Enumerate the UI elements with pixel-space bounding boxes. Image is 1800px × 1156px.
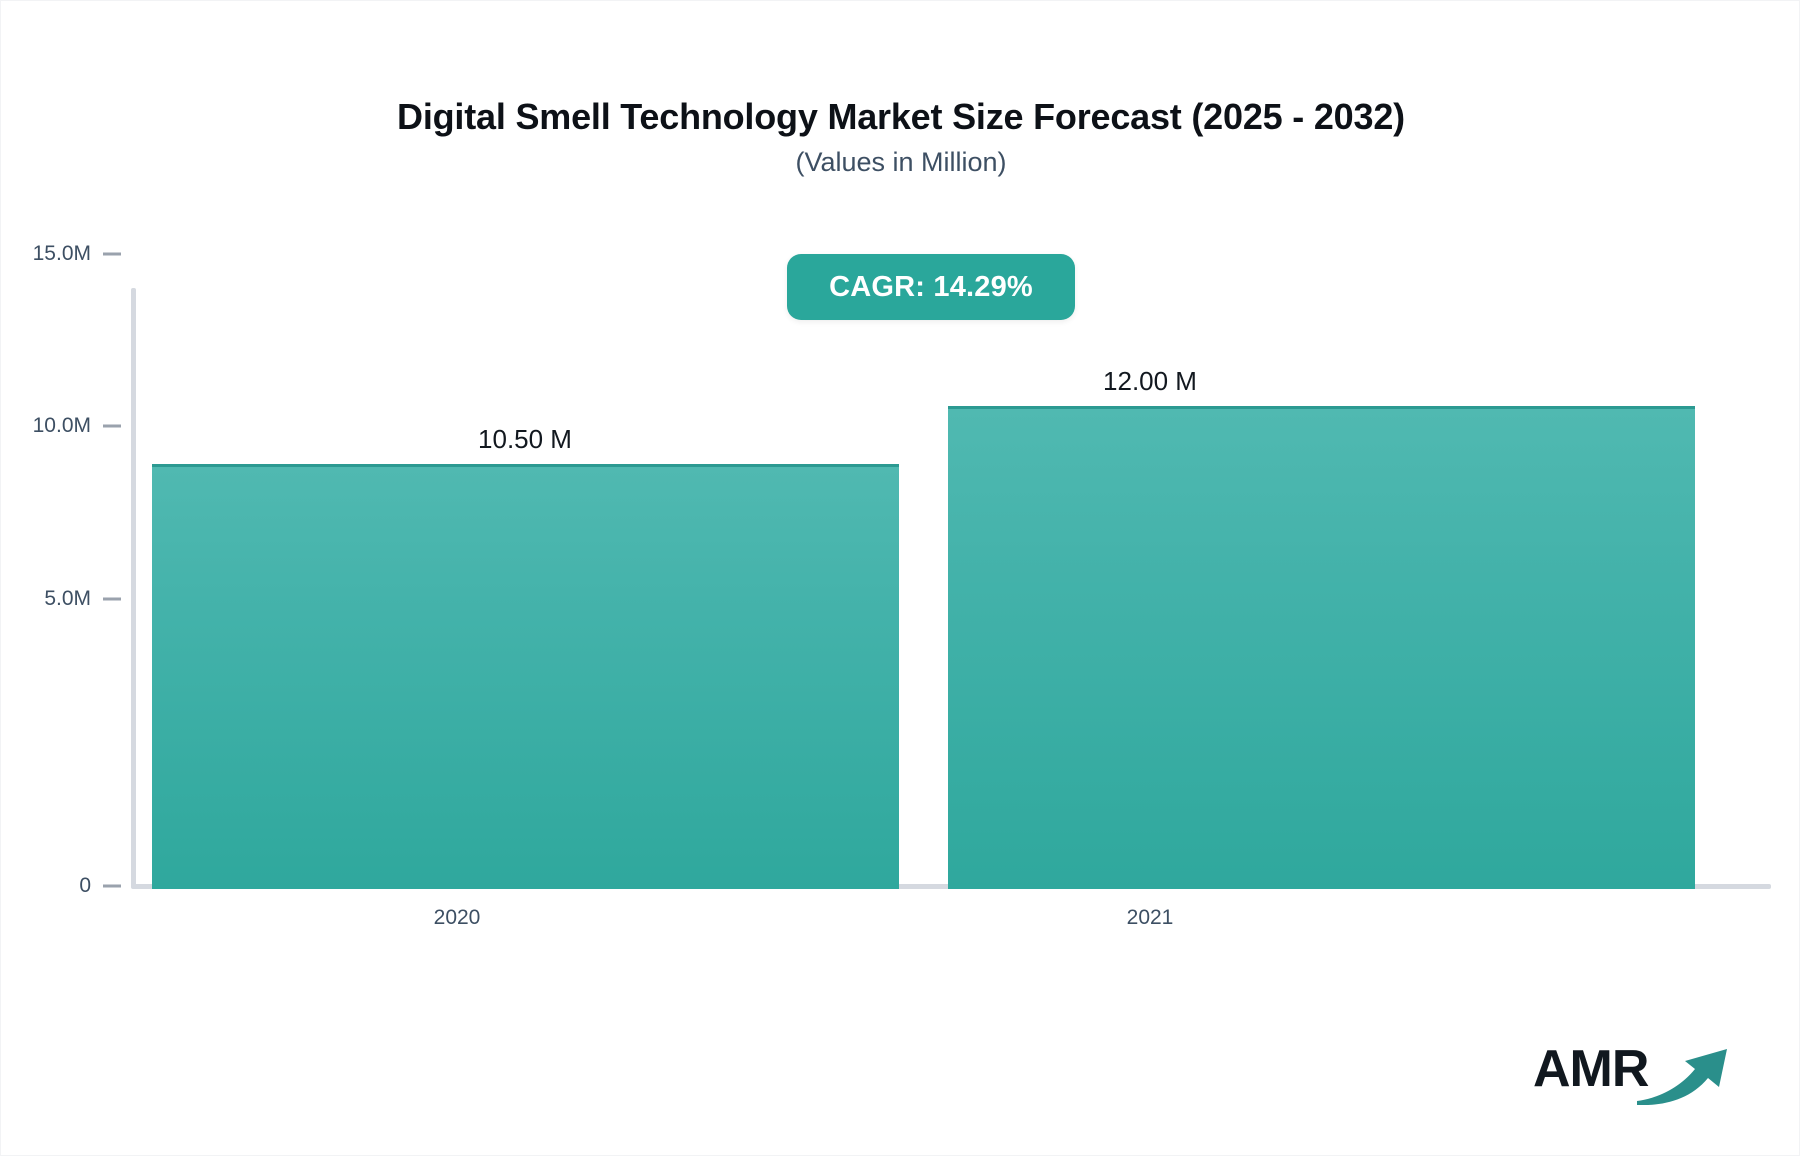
bar-value-label-2020: 10.50 M — [478, 424, 572, 454]
cagr-badge-label: CAGR: 14.29% — [829, 270, 1033, 303]
bar-2021[interactable] — [948, 406, 1695, 889]
bar-2020[interactable] — [152, 464, 899, 889]
bar-value-label-2021: 12.00 M — [1103, 366, 1197, 396]
chart-title: Digital Smell Technology Market Size For… — [397, 96, 1405, 137]
amr-logo-text: AMR — [1533, 1040, 1649, 1098]
chart-subtitle: (Values in Million) — [795, 147, 1007, 177]
y-tick-label-10: 10.0M — [32, 414, 91, 437]
y-tick-label-15: 15.0M — [32, 242, 91, 265]
y-tick-mark-15 — [103, 252, 121, 256]
y-tick-mark-10 — [103, 424, 121, 428]
cagr-badge: CAGR: 14.29% — [787, 254, 1075, 320]
x-tick-label-2020: 2020 — [433, 906, 481, 929]
y-tick-mark-5 — [103, 597, 121, 601]
y-tick-label-0: 0 — [79, 874, 91, 897]
y-axis-line — [131, 288, 136, 888]
x-tick-label-2021: 2021 — [1126, 906, 1174, 929]
y-tick-label-5: 5.0M — [44, 587, 91, 610]
amr-logo: AMR — [1533, 1041, 1733, 1111]
y-tick-mark-0 — [103, 884, 121, 888]
growth-arrow-icon — [1637, 1049, 1727, 1105]
